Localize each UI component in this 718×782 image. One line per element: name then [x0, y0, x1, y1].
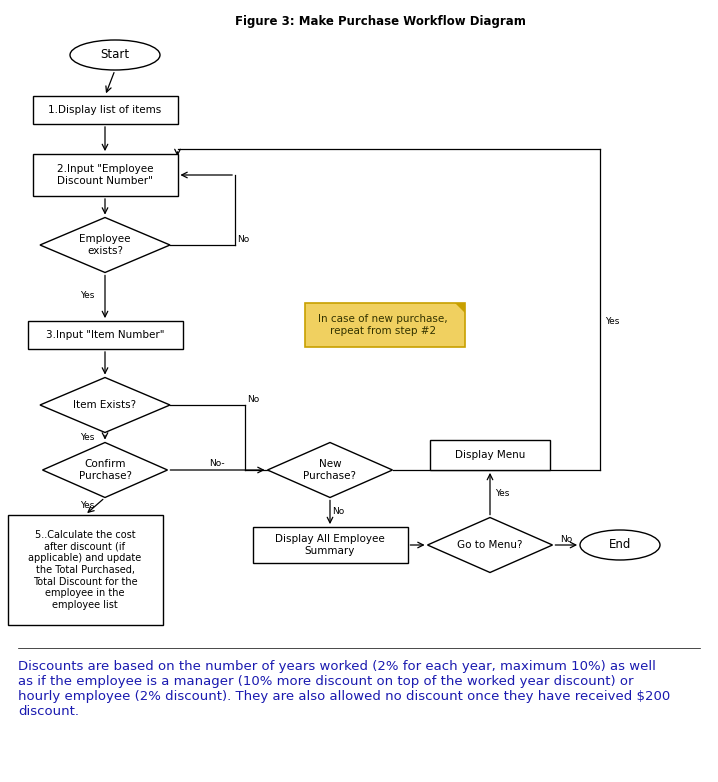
Text: No: No [560, 535, 572, 543]
Text: In case of new purchase,
repeat from step #2: In case of new purchase, repeat from ste… [318, 314, 448, 335]
Text: No-: No- [209, 460, 225, 468]
Text: 5..Calculate the cost
after discount (if
applicable) and update
the Total Purcha: 5..Calculate the cost after discount (if… [29, 530, 141, 610]
Text: Display All Employee
Summary: Display All Employee Summary [275, 534, 385, 556]
Text: Confirm
Purchase?: Confirm Purchase? [78, 459, 131, 481]
Text: Yes: Yes [80, 501, 94, 511]
Text: 2.Input "Employee
Discount Number": 2.Input "Employee Discount Number" [57, 164, 153, 186]
Text: End: End [609, 539, 631, 551]
FancyBboxPatch shape [7, 515, 162, 625]
Text: New
Purchase?: New Purchase? [304, 459, 357, 481]
Text: Item Exists?: Item Exists? [73, 400, 136, 410]
Text: No: No [332, 508, 344, 516]
Polygon shape [427, 518, 552, 572]
Text: Start: Start [101, 48, 129, 62]
Polygon shape [268, 443, 393, 497]
Polygon shape [455, 303, 465, 313]
Text: Yes: Yes [605, 317, 619, 327]
Text: Discounts are based on the number of years worked (2% for each year, maximum 10%: Discounts are based on the number of yea… [18, 660, 670, 718]
Polygon shape [42, 443, 167, 497]
FancyBboxPatch shape [430, 440, 550, 470]
FancyBboxPatch shape [305, 303, 465, 347]
Text: 3.Input "Item Number": 3.Input "Item Number" [46, 330, 164, 340]
Ellipse shape [580, 530, 660, 560]
FancyBboxPatch shape [32, 96, 177, 124]
Text: Go to Menu?: Go to Menu? [457, 540, 523, 550]
FancyBboxPatch shape [27, 321, 182, 349]
Text: 1.Display list of items: 1.Display list of items [48, 105, 162, 115]
Ellipse shape [70, 40, 160, 70]
FancyBboxPatch shape [253, 527, 408, 563]
Text: Display Menu: Display Menu [454, 450, 525, 460]
Text: Employee
exists?: Employee exists? [79, 234, 131, 256]
Text: No: No [237, 235, 249, 243]
Text: Yes: Yes [80, 432, 94, 442]
FancyBboxPatch shape [32, 154, 177, 196]
Text: Yes: Yes [495, 489, 509, 497]
Text: No: No [247, 394, 259, 404]
Polygon shape [40, 378, 170, 432]
Text: Yes: Yes [80, 292, 94, 300]
Polygon shape [40, 217, 170, 272]
Text: Figure 3: Make Purchase Workflow Diagram: Figure 3: Make Purchase Workflow Diagram [235, 16, 526, 28]
